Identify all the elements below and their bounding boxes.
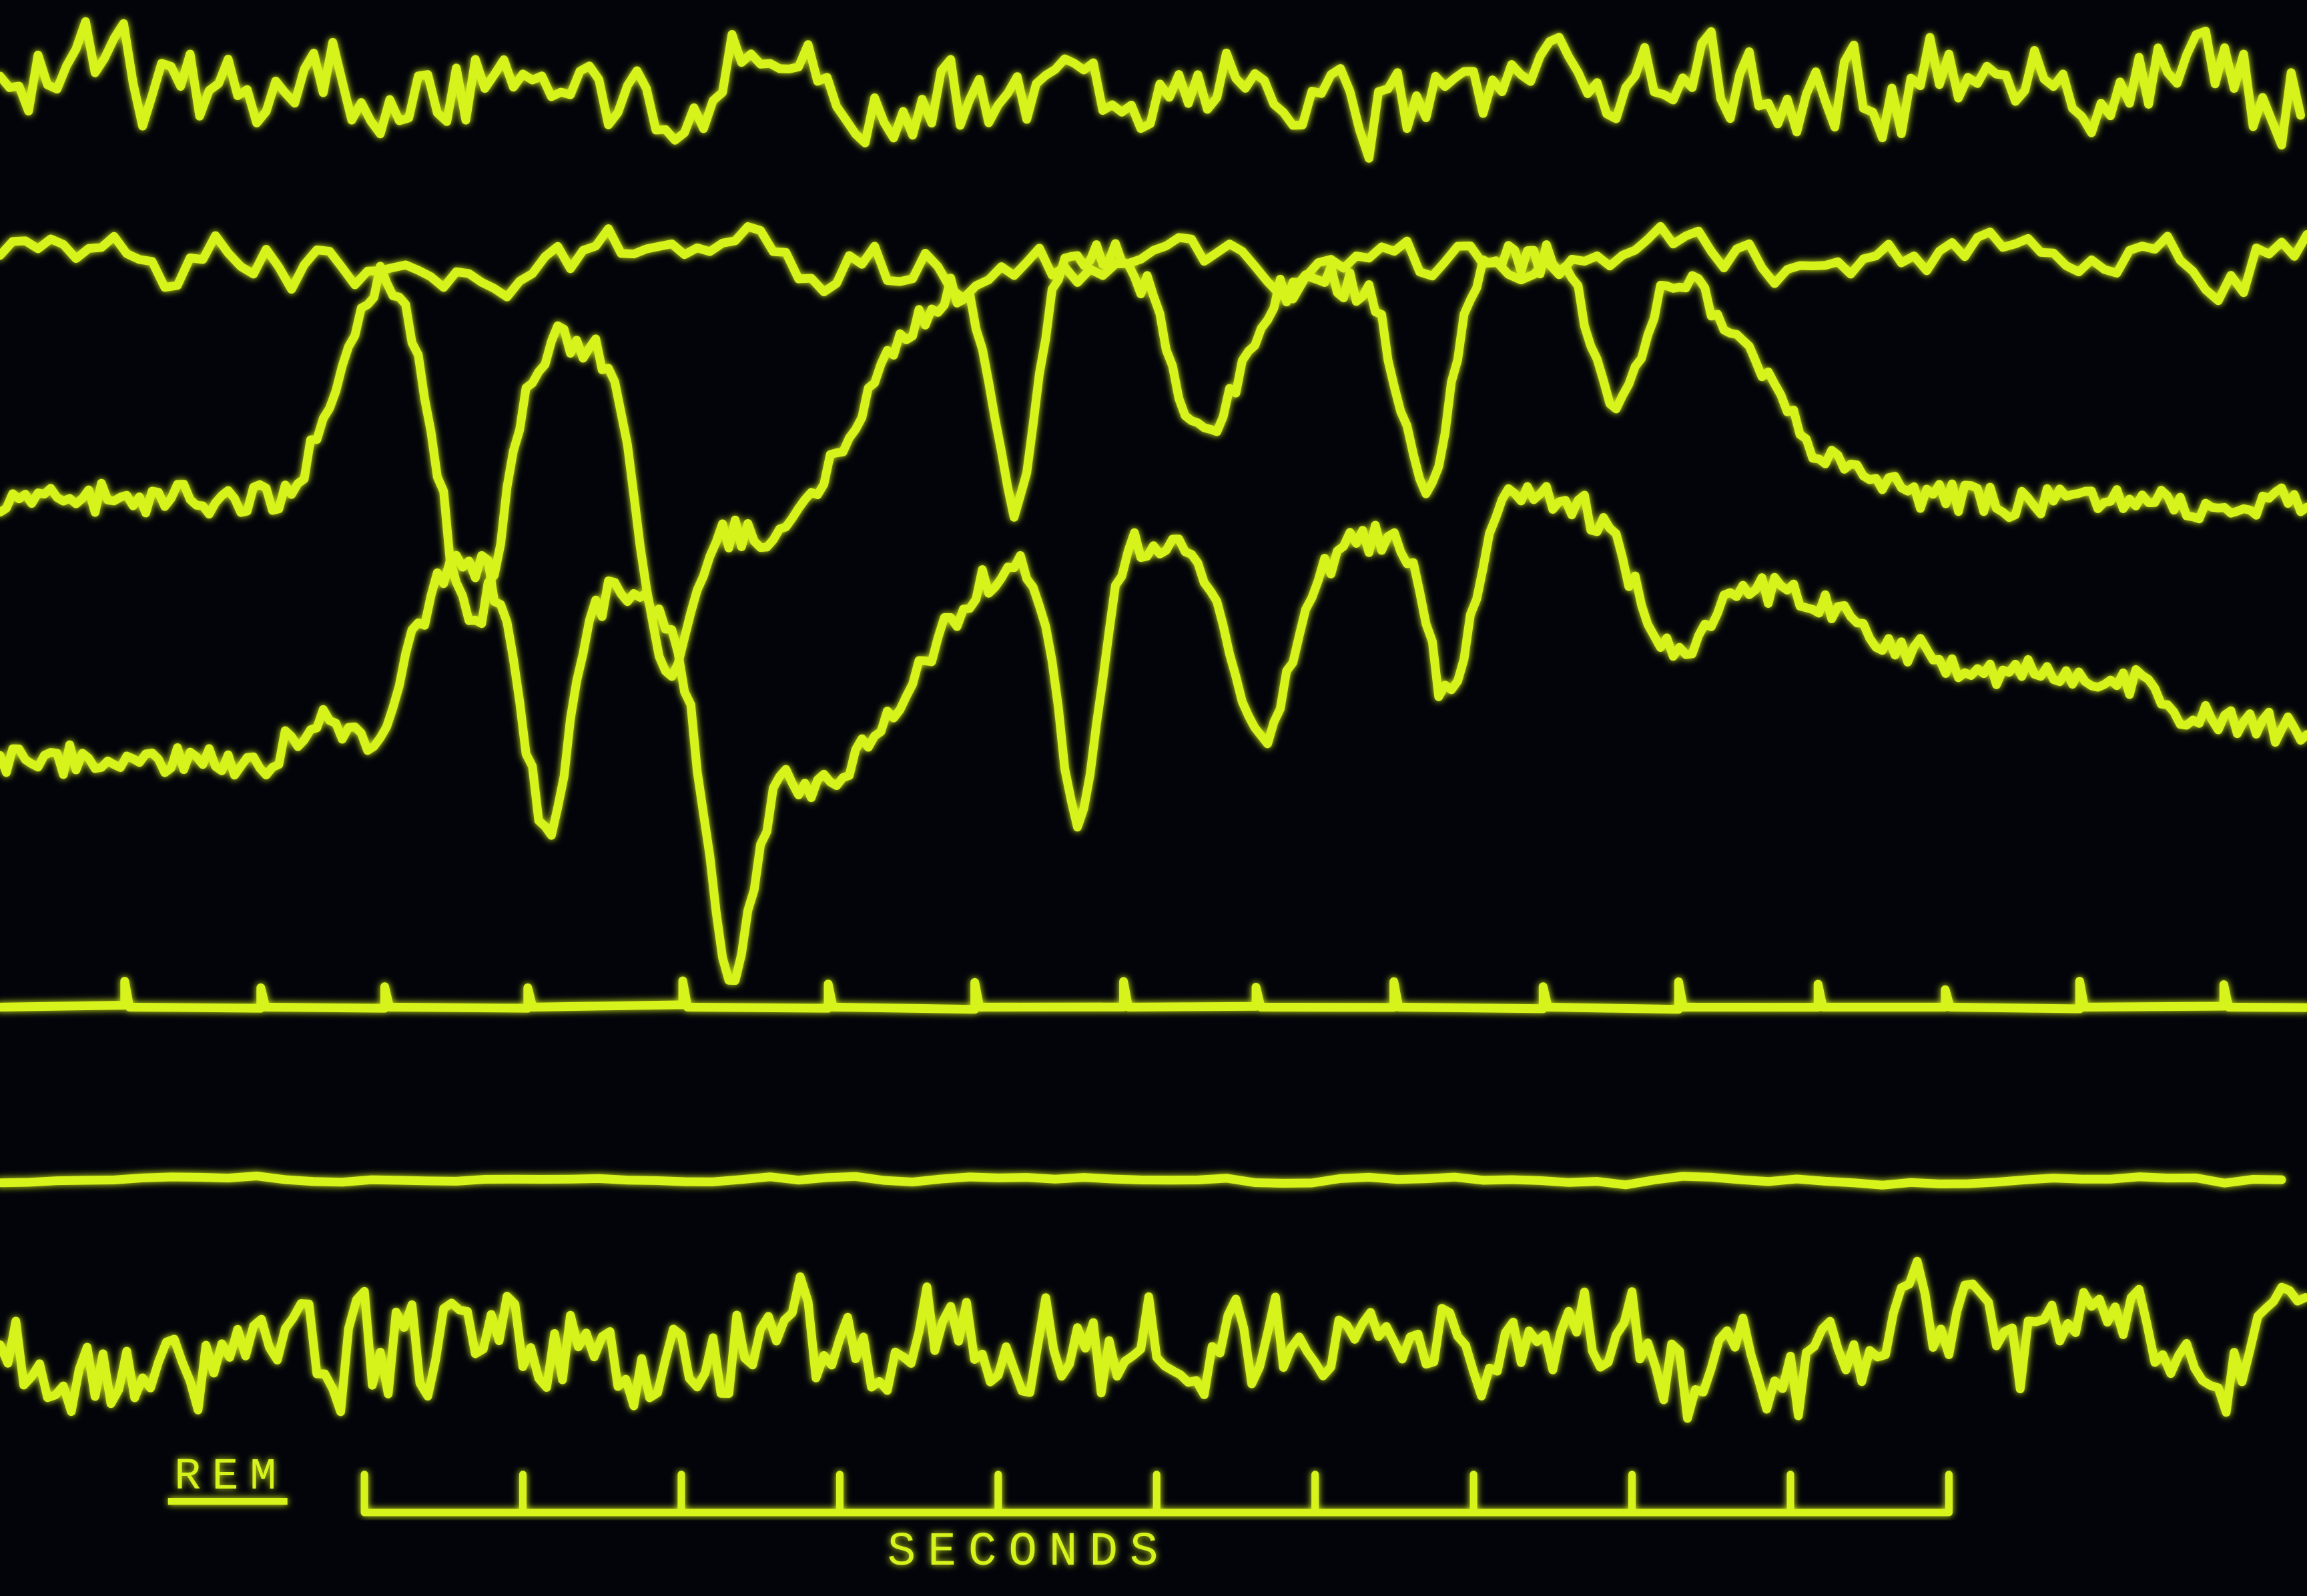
polysomnogram-display: REM SECONDS [0, 0, 2307, 1596]
label-rem: REM [174, 1452, 288, 1502]
label-seconds: SECONDS [888, 1526, 1171, 1579]
